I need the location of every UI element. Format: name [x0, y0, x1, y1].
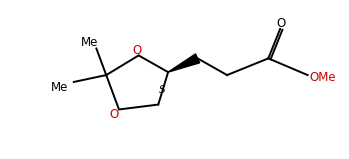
Text: O: O	[110, 108, 119, 121]
Text: Me: Me	[51, 81, 69, 94]
Text: S: S	[159, 85, 165, 95]
Polygon shape	[168, 54, 200, 72]
Text: Me: Me	[81, 36, 98, 49]
Text: O: O	[276, 17, 286, 30]
Text: O: O	[132, 44, 141, 57]
Text: OMe: OMe	[310, 71, 336, 83]
